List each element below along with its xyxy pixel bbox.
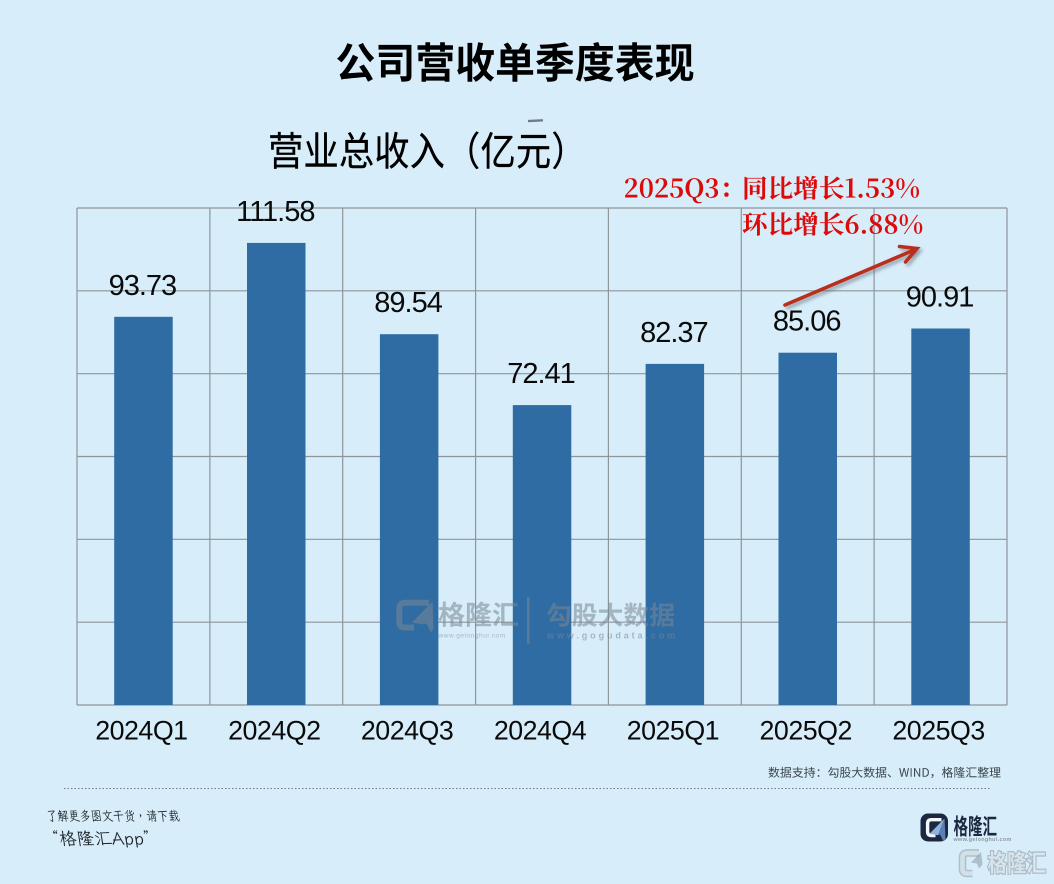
svg-text:85.06: 85.06 <box>773 306 841 338</box>
svg-text:www.gelonghui.com: www.gelonghui.com <box>438 633 506 640</box>
svg-text:111.58: 111.58 <box>236 196 314 228</box>
svg-text:72.41: 72.41 <box>507 358 575 390</box>
svg-text:2024Q4: 2024Q4 <box>494 716 587 746</box>
svg-text:www.gogudata.com: www.gogudata.com <box>546 631 678 641</box>
svg-text:2024Q2: 2024Q2 <box>228 716 320 746</box>
svg-text:www.gelonghui.com: www.gelonghui.com <box>953 837 1012 843</box>
svg-text:90.91: 90.91 <box>906 282 974 314</box>
svg-text:82.37: 82.37 <box>640 317 708 349</box>
svg-text:2025Q2: 2025Q2 <box>760 716 852 746</box>
svg-text:2024Q3: 2024Q3 <box>361 716 453 746</box>
svg-text:2024Q1: 2024Q1 <box>95 716 187 746</box>
svg-text:2025Q3: 2025Q3 <box>892 716 984 746</box>
svg-text:2025Q1: 2025Q1 <box>627 716 719 746</box>
svg-text:89.54: 89.54 <box>374 287 442 319</box>
svg-text:93.73: 93.73 <box>109 270 177 302</box>
